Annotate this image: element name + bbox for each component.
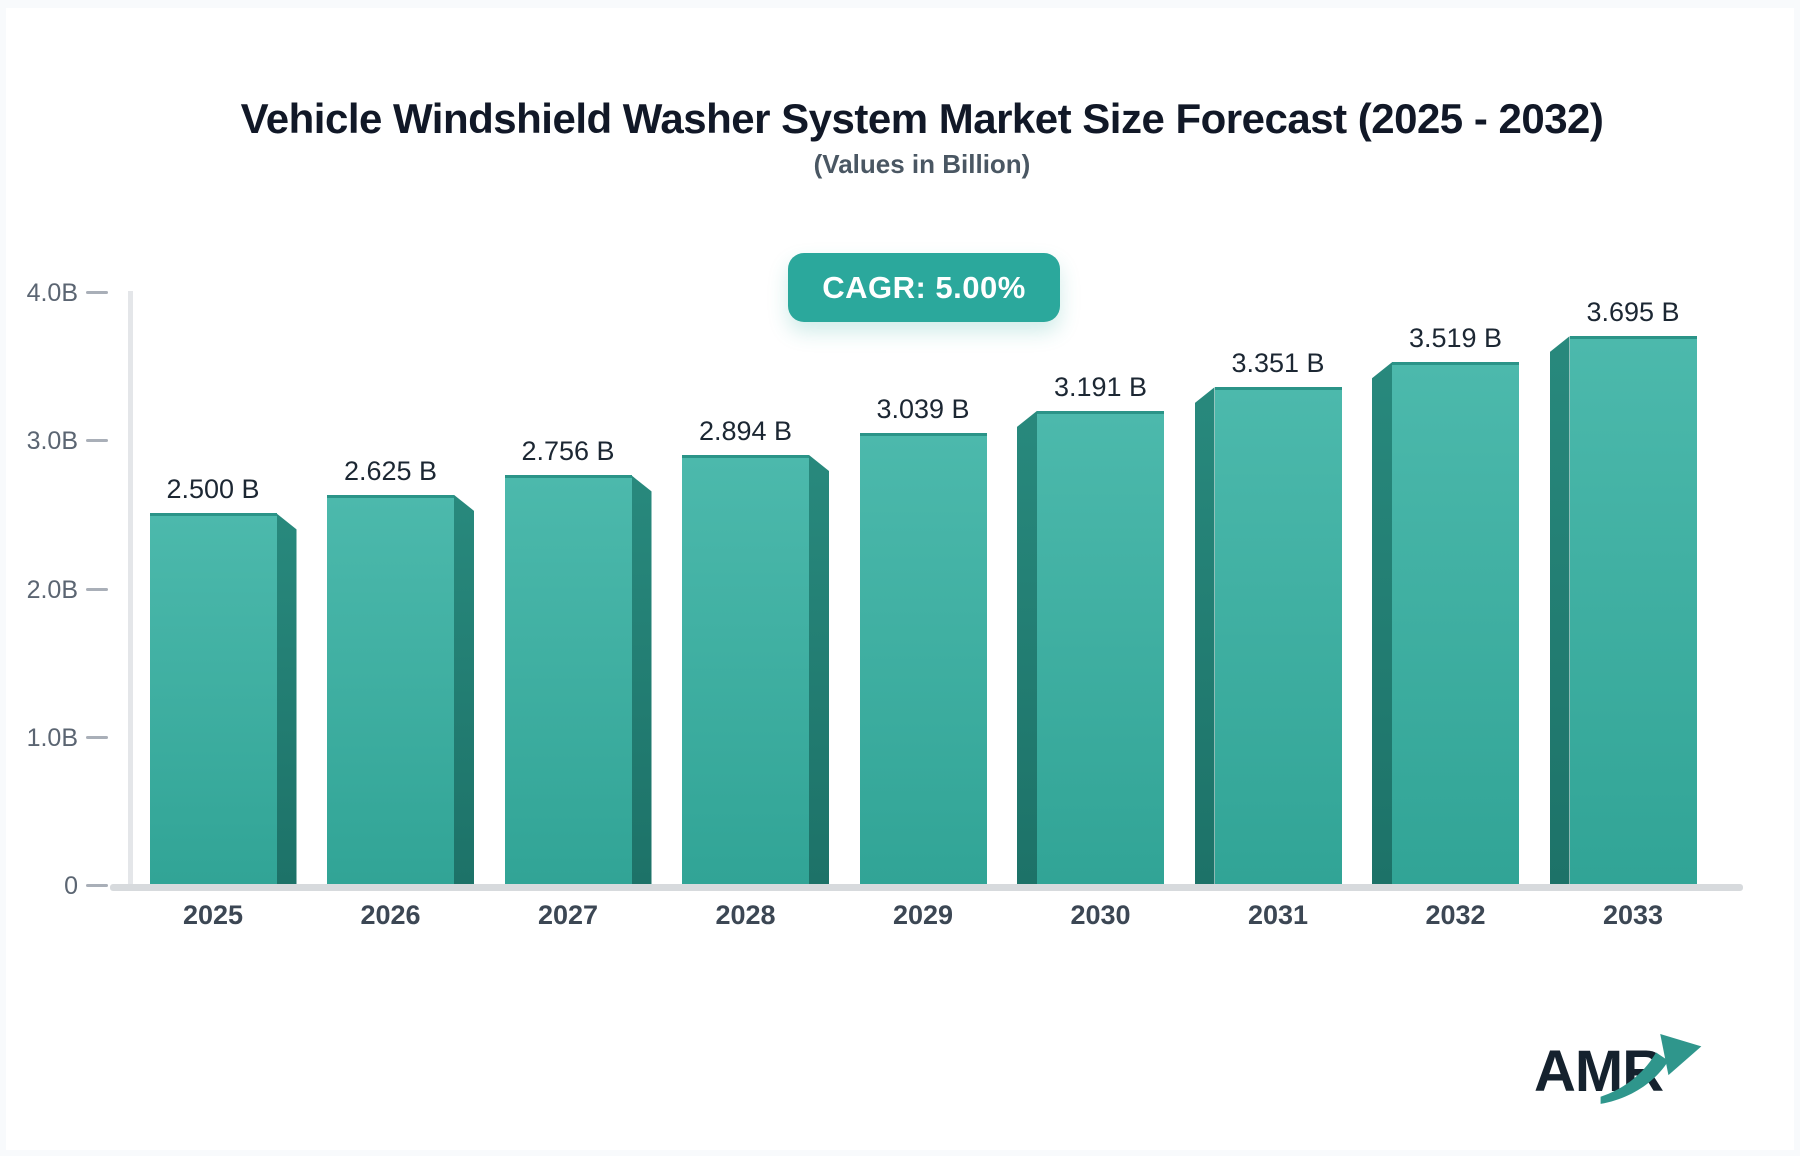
x-axis-label: 2025 [182,900,244,930]
bar-front-face [1214,387,1342,884]
y-axis-tick-mark [86,587,108,591]
x-axis-label: 2033 [1602,900,1664,930]
bar-side-face [809,454,829,884]
chart-subtitle: (Values in Billion) [813,149,1031,179]
amr-logo: AMR [1534,1034,1724,1118]
bar-value-label: 2.625 B [343,455,438,486]
chart-title: Vehicle Windshield Washer System Market … [240,95,1604,142]
x-axis-label: 2028 [715,900,776,930]
bar-side-face [276,513,297,884]
bar-side-face [631,475,652,884]
bar-value-label: 3.695 B [1586,297,1680,328]
y-axis-tick-mark [86,735,108,739]
bar-side-face [1372,362,1392,884]
x-axis-label: 2026 [360,900,421,930]
bar-front-face [859,433,987,884]
y-axis-tick-mark [86,439,108,443]
cagr-badge: CAGR: 5.00% [788,253,1060,322]
bar-value-label: 2.894 B [698,415,793,446]
bar-front-face [149,513,277,884]
x-axis-line [110,884,1743,891]
y-axis-tick-mark [86,884,108,887]
bar-front-face [327,494,454,884]
y-axis-line [128,291,133,888]
bar-front-face [682,454,809,884]
bar-side-face [1017,410,1037,884]
bar-value-label: 2.756 B [521,436,615,467]
x-axis-label: 2027 [537,900,599,930]
bar-front-face [504,475,632,884]
y-axis-tick-label: 1.0B [26,723,78,752]
x-axis-label: 2032 [1425,900,1486,930]
x-axis-label: 2029 [892,900,954,930]
growth-arrow-icon [1600,1034,1702,1104]
bar-value-label: 3.351 B [1231,348,1325,379]
x-axis-label: 2030 [1070,900,1131,930]
bar-value-label: 3.039 B [876,394,970,425]
y-axis-tick-label: 0 [64,872,78,900]
bar-side-face [454,494,474,884]
y-axis-tick-label: 3.0B [26,427,78,456]
bar-value-label: 2.500 B [166,474,260,505]
bar-side-face [1549,336,1570,884]
bar-side-face [1194,387,1215,884]
bar-front-face [1392,362,1519,884]
x-axis-label: 2031 [1247,900,1309,930]
bar-value-label: 3.191 B [1053,371,1148,402]
bar-value-label: 3.519 B [1408,323,1503,354]
y-axis-tick-label: 4.0B [26,279,78,307]
bar-front-face [1037,410,1164,884]
y-axis-tick-label: 2.0B [26,575,78,604]
y-axis-tick-mark [86,291,108,294]
bar-front-face [1569,336,1697,884]
